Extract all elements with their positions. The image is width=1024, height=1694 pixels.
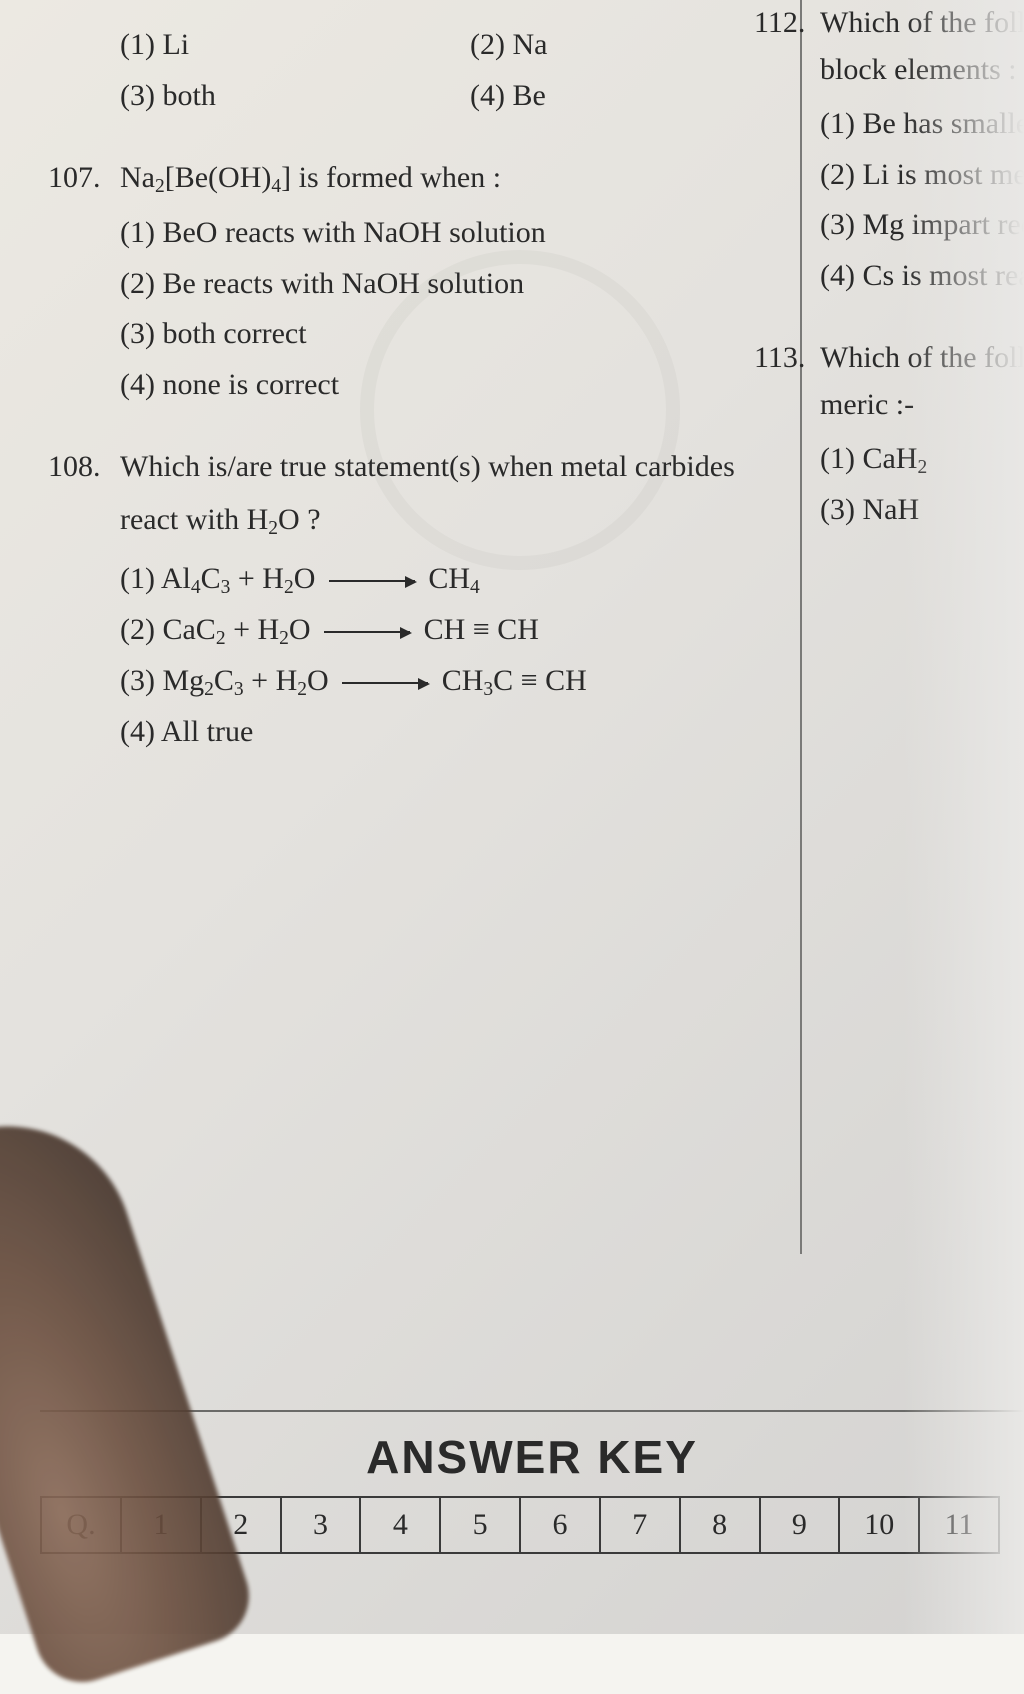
- txt: O: [307, 664, 329, 697]
- q108-opt4: (4) All true: [120, 707, 820, 758]
- txt: ] is formed when :: [281, 161, 501, 194]
- q113: 113. Which of the foll meric :- (1) CaH2…: [820, 335, 1024, 536]
- txt: react with H: [120, 503, 268, 536]
- txt: Na: [120, 161, 155, 194]
- sub: 3: [234, 679, 244, 700]
- q108-stem-line2: react with H2O ?: [120, 497, 820, 544]
- txt: (2) CaC: [120, 613, 216, 646]
- txt: CH: [428, 562, 470, 595]
- q113-number: 113.: [754, 335, 805, 382]
- ak-h: 3: [281, 1497, 361, 1553]
- sub: 2: [155, 176, 165, 197]
- q112: 112. Which of the follow block elements …: [820, 0, 1024, 301]
- left-column: (1) Li (2) Na (3) both (4) Be 107. Na2[B…: [120, 20, 820, 757]
- sub: 3: [221, 577, 231, 598]
- ak-h: 4: [360, 1497, 440, 1553]
- q112-number: 112.: [754, 0, 805, 47]
- txt: + H: [226, 613, 280, 646]
- q108-opt2: (2) CaC2 + H2O CH ≡ CH: [120, 605, 820, 656]
- sub: 2: [917, 457, 927, 478]
- txt: O ?: [278, 503, 320, 536]
- q108-number: 108.: [48, 444, 101, 491]
- ak-h: 11: [919, 1497, 999, 1553]
- arrow-icon: [324, 631, 410, 633]
- txt: (3) Mg: [120, 664, 204, 697]
- sub: 2: [204, 679, 214, 700]
- txt: (1) Al: [120, 562, 191, 595]
- txt: O: [294, 562, 316, 595]
- q107-opt3: (3) both correct: [120, 309, 820, 360]
- page: (1) Li (2) Na (3) both (4) Be 107. Na2[B…: [0, 0, 1024, 1634]
- q108-stem-line1: Which is/are true statement(s) when meta…: [120, 444, 820, 491]
- txt: O: [289, 613, 311, 646]
- txt: CH: [424, 613, 466, 646]
- txt: (1) CaH: [820, 442, 917, 475]
- txt: [Be(OH): [165, 161, 272, 194]
- q113-opt1: (1) CaH2: [820, 434, 1024, 485]
- right-column: 112. Which of the follow block elements …: [820, 0, 1024, 570]
- q107: 107. Na2[Be(OH)4] is formed when : (1) B…: [120, 155, 820, 410]
- sub: 2: [279, 628, 289, 649]
- sub: 2: [284, 577, 294, 598]
- sub: 2: [216, 628, 226, 649]
- q107-opt4: (4) none is correct: [120, 360, 820, 411]
- q112-opt2: (2) Li is most meta: [820, 150, 1024, 201]
- q107-stem: Na2[Be(OH)4] is formed when :: [120, 155, 820, 202]
- ak-h: 5: [440, 1497, 520, 1553]
- txt: CH: [442, 664, 484, 697]
- sub: 4: [191, 577, 201, 598]
- q113-opt3: (3) NaH: [820, 485, 1024, 536]
- q106-opt1: (1) Li: [120, 20, 470, 71]
- q112-opt3: (3) Mg impart red: [820, 200, 1024, 251]
- arrow-icon: [329, 580, 415, 582]
- ak-h: 7: [600, 1497, 680, 1553]
- ak-h: 6: [520, 1497, 600, 1553]
- q112-opt4: (4) Cs is most rea: [820, 251, 1024, 302]
- q107-opt2: (2) Be reacts with NaOH solution: [120, 259, 820, 310]
- txt: C: [493, 664, 513, 697]
- q112-stem1: Which of the follow: [820, 0, 1024, 47]
- sub: 4: [470, 577, 480, 598]
- q108: 108. Which is/are true statement(s) when…: [120, 444, 820, 757]
- q106-options: (1) Li (2) Na (3) both (4) Be: [120, 20, 820, 121]
- q108-opt1: (1) Al4C3 + H2O CH4: [120, 554, 820, 605]
- sub: 3: [483, 679, 493, 700]
- q107-opt1: (1) BeO reacts with NaOH solution: [120, 208, 820, 259]
- ak-h: 8: [680, 1497, 760, 1553]
- arrow-icon: [342, 682, 428, 684]
- q113-stem2: meric :-: [820, 382, 1024, 429]
- q106-opt4: (4) Be: [470, 71, 820, 122]
- q108-opt3: (3) Mg2C3 + H2O CH3C ≡ CH: [120, 656, 820, 707]
- ak-h: 10: [839, 1497, 919, 1553]
- sub: 2: [268, 517, 278, 538]
- txt: C: [214, 664, 234, 697]
- txt: C: [201, 562, 221, 595]
- content-area: (1) Li (2) Na (3) both (4) Be 107. Na2[B…: [0, 0, 1024, 757]
- q113-stem1: Which of the foll: [820, 335, 1024, 382]
- q107-number: 107.: [48, 155, 101, 202]
- txt: + H: [244, 664, 298, 697]
- q112-opt1: (1) Be has smallest: [820, 99, 1024, 150]
- q106-opt3: (3) both: [120, 71, 470, 122]
- txt: CH: [497, 613, 539, 646]
- txt: + H: [230, 562, 284, 595]
- q112-stem2: block elements :: [820, 47, 1024, 94]
- sub: 2: [297, 679, 307, 700]
- ak-h: 9: [760, 1497, 840, 1553]
- sub: 4: [271, 176, 281, 197]
- txt: CH: [545, 664, 587, 697]
